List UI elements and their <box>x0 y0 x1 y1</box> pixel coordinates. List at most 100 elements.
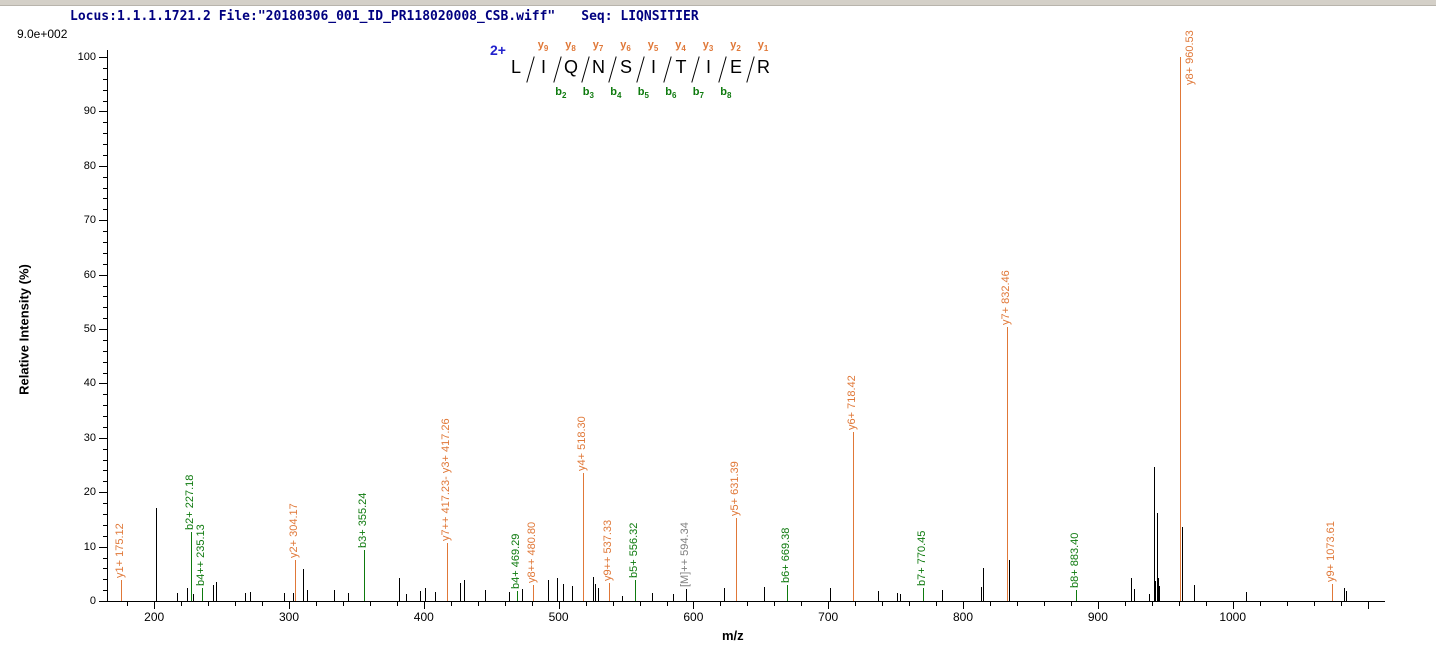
x-tick <box>1232 602 1234 609</box>
x-tick <box>127 602 129 606</box>
y-ion-marker: y1 <box>757 39 769 54</box>
background-peak <box>302 569 304 601</box>
residue-letter: R <box>757 57 770 77</box>
x-tick <box>1286 602 1288 606</box>
y-tick-label: 30 <box>83 431 96 444</box>
background-peak <box>1246 592 1248 601</box>
y-tick <box>103 579 107 581</box>
peak-stick <box>634 580 636 601</box>
x-tick <box>477 602 479 606</box>
background-peak <box>348 593 350 601</box>
peak-stick <box>583 473 585 601</box>
background-peak <box>212 585 214 601</box>
background-peak <box>406 594 408 601</box>
y-tick <box>103 481 107 483</box>
y-ion-marker: y4 <box>675 39 686 54</box>
y-tick <box>103 78 107 80</box>
background-peak <box>216 582 218 601</box>
background-peak <box>651 593 653 601</box>
window-top-border <box>0 0 1436 6</box>
y-tick <box>103 176 107 178</box>
locus-file-label: Locus:1.1.1.1721.2 File:"20180306_001_ID… <box>70 9 556 24</box>
y-tick-label: 90 <box>83 105 96 118</box>
peak-stick <box>447 543 449 601</box>
x-tick <box>1097 602 1099 609</box>
y-tick <box>103 503 107 505</box>
y-tick <box>103 318 107 320</box>
x-tick-label: 900 <box>1087 610 1108 624</box>
peak-stick <box>923 588 925 601</box>
x-tick <box>855 602 857 606</box>
y-tick <box>103 372 107 374</box>
peak-label: y8++ 480.80 <box>525 521 538 583</box>
background-peak <box>419 591 421 601</box>
spectrum-header: Locus:1.1.1.1721.2 File:"20180306_001_ID… <box>70 9 699 24</box>
x-tick <box>1205 602 1207 606</box>
b-ion-marker: b3 <box>582 86 594 101</box>
x-tick <box>909 602 911 606</box>
background-peak <box>597 588 599 601</box>
background-peak <box>724 588 726 601</box>
background-peak <box>333 590 335 601</box>
peak-label: b8+ 883.40 <box>1068 532 1081 588</box>
y-tick <box>103 209 107 211</box>
y-tick-label: 100 <box>77 51 96 63</box>
y-tick <box>99 546 107 548</box>
residue-letter: I <box>705 57 711 77</box>
peak-label: b2+ 227.18 <box>183 474 196 530</box>
background-peak <box>1154 581 1156 601</box>
y-tick <box>103 448 107 450</box>
background-peak <box>434 592 436 601</box>
x-tick <box>316 602 317 606</box>
y-tick <box>103 89 107 91</box>
x-tick <box>882 602 884 606</box>
y-tick <box>99 601 107 602</box>
x-tick <box>342 602 344 606</box>
y-tick-label: 60 <box>83 268 96 281</box>
peak-stick <box>1006 327 1008 601</box>
y-tick <box>103 133 107 135</box>
peak-label: y1+ 175.12 <box>113 523 126 578</box>
x-tick <box>936 602 938 606</box>
peak-label: b4+ 469.29 <box>510 533 523 589</box>
b-ion-marker: b7 <box>692 86 704 101</box>
peak-label: y7++ 417.23- y3+ 417.26 <box>440 418 453 541</box>
peak-stick <box>1075 590 1077 601</box>
peak-stick <box>735 518 737 601</box>
x-tick <box>423 602 425 609</box>
y-tick <box>103 296 107 298</box>
y-axis-line <box>107 50 108 602</box>
peak-stick <box>120 580 122 601</box>
y-tick <box>103 350 107 352</box>
background-peak <box>593 577 595 601</box>
x-tick <box>1259 602 1261 606</box>
x-tick <box>612 602 614 606</box>
x-tick <box>1313 602 1315 606</box>
x-axis-title: m/z <box>722 628 744 643</box>
peak-label: b5+ 556.32 <box>627 522 640 578</box>
y-tick <box>103 590 107 592</box>
x-tick-label: 600 <box>683 610 704 624</box>
background-peak <box>981 587 983 601</box>
residue-letter: N <box>592 57 605 77</box>
background-peak <box>193 594 195 601</box>
x-tick <box>963 602 964 609</box>
peak-stick <box>532 585 534 601</box>
background-peak <box>673 594 675 601</box>
background-peak <box>1343 588 1345 601</box>
peak-stick <box>201 588 203 601</box>
peak-stick <box>517 591 519 601</box>
background-peak <box>1133 589 1135 601</box>
x-tick <box>1124 602 1126 606</box>
y-tick <box>103 568 107 570</box>
x-tick <box>504 602 506 606</box>
x-tick-label: 1000 <box>1219 610 1247 624</box>
background-peak <box>155 508 157 601</box>
y-tick <box>103 307 107 309</box>
background-peak <box>829 588 831 601</box>
background-peak <box>595 584 596 601</box>
y-ion-marker: y2 <box>730 39 741 54</box>
y-tick <box>99 274 107 276</box>
